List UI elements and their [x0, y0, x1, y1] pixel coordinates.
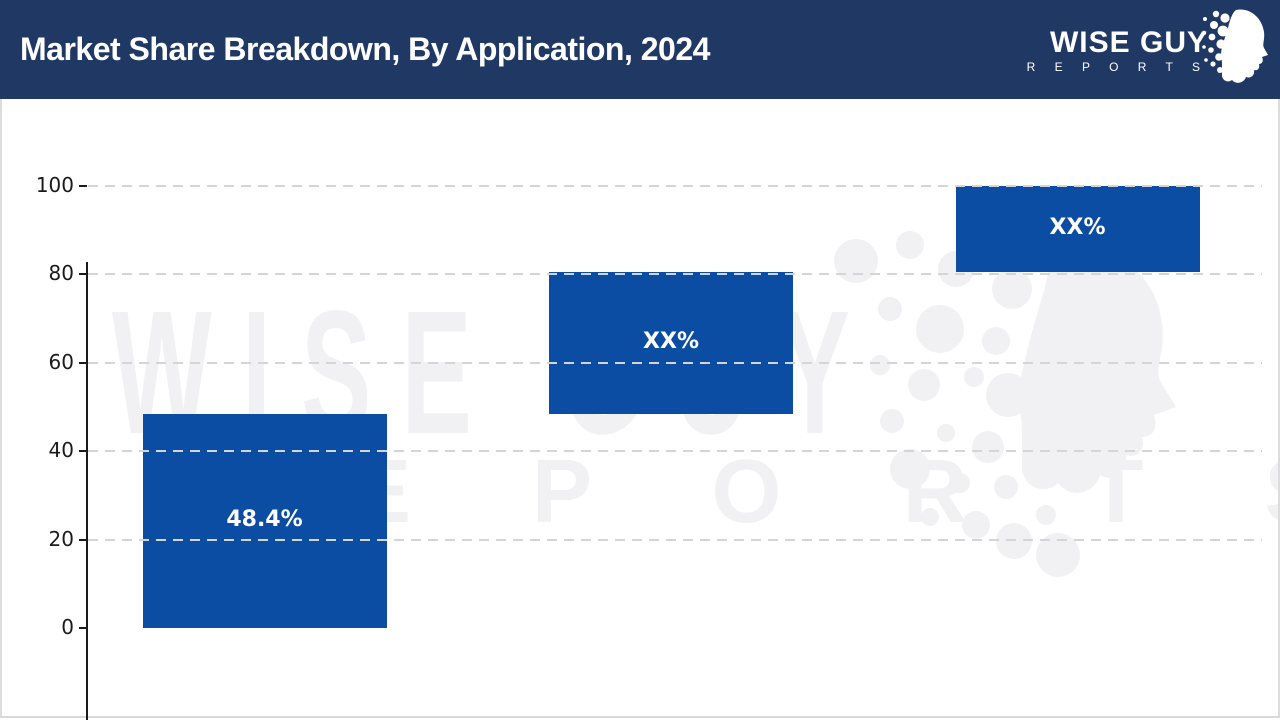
- y-axis-spine: [86, 262, 88, 720]
- header-bar: Market Share Breakdown, By Application, …: [0, 0, 1280, 99]
- watermark-head-icon: [834, 231, 1176, 577]
- y-tick-label-40: 40: [48, 438, 74, 463]
- y-tick-label-80: 80: [48, 261, 74, 286]
- chart-canvas: WISE GUY R E P O R T S: [0, 99, 1280, 720]
- y-tick-label-20: 20: [48, 526, 74, 551]
- y-tick-label-0: 0: [61, 615, 74, 639]
- y-tick-40: [79, 450, 87, 453]
- gridline-60: [88, 361, 1262, 364]
- y-tick-100: [79, 185, 87, 187]
- y-tick-20: [79, 538, 87, 541]
- y-tick-label-60: 60: [48, 349, 74, 374]
- y-tick-60: [79, 361, 87, 364]
- y-tick-80: [79, 273, 87, 276]
- bar-offshore: [549, 271, 793, 415]
- bar-hybrid: [955, 186, 1200, 272]
- gridline-100: [88, 185, 1262, 187]
- page-border-right: [1278, 99, 1280, 718]
- wise-guy-head-icon: [1202, 9, 1268, 83]
- page-border-left: [0, 99, 2, 718]
- gridline-40: [88, 450, 1262, 453]
- bar-value-label-onshore: 48.4%: [226, 507, 303, 533]
- page-border-bottom: [0, 716, 1280, 718]
- bar-onshore: [142, 414, 387, 628]
- gridline-80: [88, 273, 1262, 276]
- wise-guy-reports-logo: WISE GUY R E P O R T S: [1018, 4, 1268, 96]
- bar-value-label-hybrid: XX%: [1049, 214, 1106, 240]
- y-tick-0: [79, 627, 87, 629]
- bar-value-label-offshore: XX%: [643, 328, 699, 354]
- gridline-20: [88, 538, 1262, 541]
- logo-wordmark: WISE GUY: [1049, 26, 1208, 59]
- page-title: Market Share Breakdown, By Application, …: [20, 31, 710, 67]
- logo-subtitle: R E P O R T S: [1026, 60, 1208, 74]
- y-tick-label-100: 100: [35, 173, 74, 197]
